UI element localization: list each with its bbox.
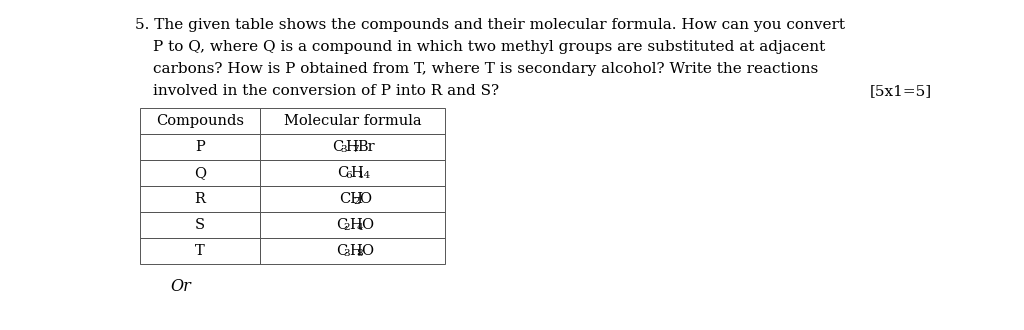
- Bar: [140, 108, 260, 134]
- Text: 7: 7: [352, 146, 359, 154]
- Text: C: C: [336, 244, 347, 258]
- Text: 3: 3: [344, 249, 350, 258]
- Text: Or: Or: [170, 278, 190, 295]
- Text: Molecular formula: Molecular formula: [284, 114, 421, 128]
- Text: O: O: [361, 244, 374, 258]
- Bar: [140, 212, 260, 238]
- Text: 8: 8: [356, 249, 362, 258]
- Text: 14: 14: [357, 172, 371, 181]
- Text: [5x1=5]: [5x1=5]: [870, 84, 932, 98]
- Bar: [140, 160, 260, 186]
- Text: P: P: [196, 140, 205, 154]
- Bar: [260, 212, 445, 238]
- Bar: [260, 160, 445, 186]
- Text: H: H: [350, 166, 362, 180]
- Bar: [140, 134, 260, 160]
- Bar: [140, 238, 260, 264]
- Text: H: H: [345, 140, 357, 154]
- Text: 3: 3: [340, 146, 347, 154]
- Text: P to Q, where Q is a compound in which two methyl groups are substituted at adja: P to Q, where Q is a compound in which t…: [153, 40, 825, 54]
- Text: 4: 4: [356, 223, 362, 233]
- Text: R: R: [195, 192, 206, 206]
- Text: 6: 6: [345, 172, 351, 181]
- Bar: [140, 186, 260, 212]
- Text: involved in the conversion of P into R and S?: involved in the conversion of P into R a…: [153, 84, 499, 98]
- Text: C: C: [336, 218, 347, 232]
- Text: C: C: [333, 140, 344, 154]
- Text: C: C: [338, 166, 349, 180]
- Text: Q: Q: [194, 166, 206, 180]
- Text: H: H: [349, 218, 361, 232]
- Text: CH: CH: [339, 192, 362, 206]
- Bar: [260, 186, 445, 212]
- Text: 2: 2: [344, 223, 350, 233]
- Text: 2: 2: [353, 197, 360, 207]
- Text: H: H: [349, 244, 361, 258]
- Bar: [260, 238, 445, 264]
- Text: Compounds: Compounds: [156, 114, 244, 128]
- Text: S: S: [195, 218, 205, 232]
- Text: carbons? How is P obtained from T, where T is secondary alcohol? Write the react: carbons? How is P obtained from T, where…: [153, 62, 818, 76]
- Bar: [260, 134, 445, 160]
- Text: 5. The given table shows the compounds and their molecular formula. How can you : 5. The given table shows the compounds a…: [135, 18, 845, 32]
- Bar: [260, 108, 445, 134]
- Text: O: O: [358, 192, 371, 206]
- Text: T: T: [196, 244, 205, 258]
- Text: O: O: [361, 218, 374, 232]
- Text: Br: Br: [357, 140, 375, 154]
